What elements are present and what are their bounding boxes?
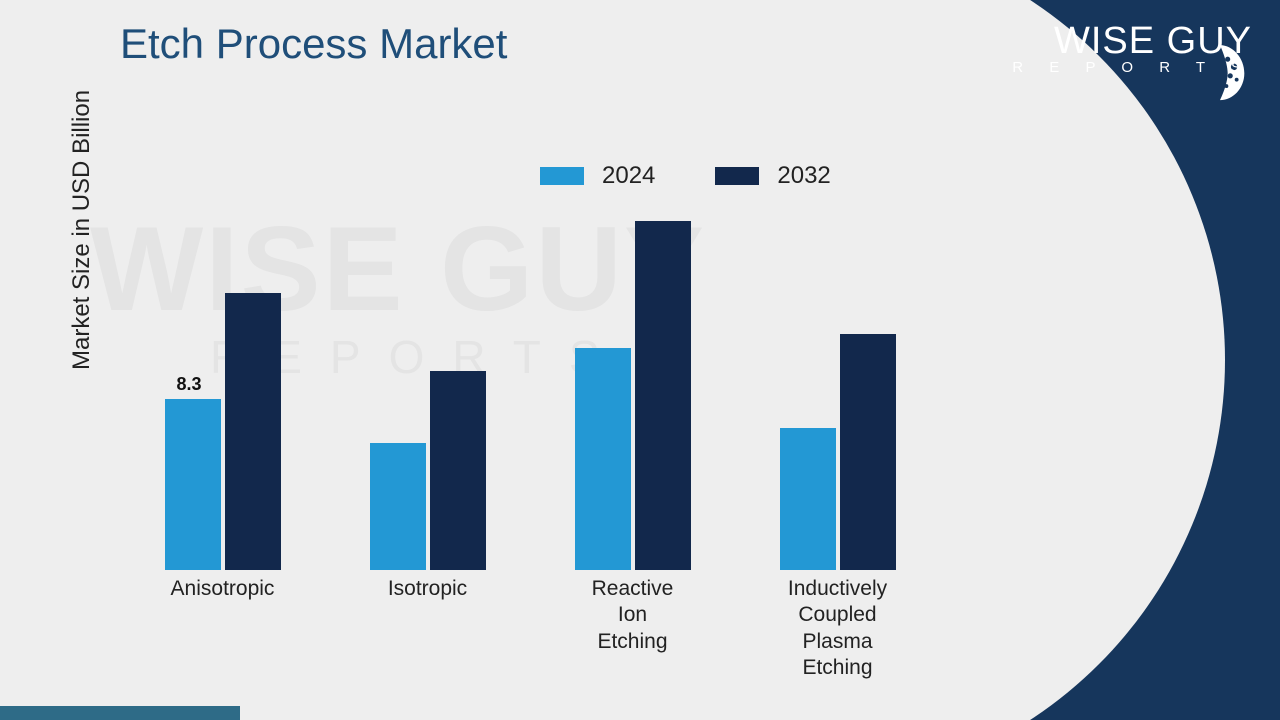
legend-swatch-2032 (715, 167, 759, 185)
footer-accent-bar (0, 706, 240, 720)
x-label-3: InductivelyCoupledPlasmaEtching (735, 576, 940, 681)
bar-2024-0 (165, 399, 221, 570)
plot-area: 8.3 (120, 200, 940, 570)
legend-label-2024: 2024 (602, 162, 655, 190)
x-label-1: Isotropic (325, 576, 530, 602)
bar-2032-2 (635, 221, 691, 570)
bar-2024-1 (370, 443, 426, 570)
legend-swatch-2024 (540, 167, 584, 185)
x-label-0: Anisotropic (120, 576, 325, 602)
side-panel (960, 0, 1280, 720)
bar-2032-3 (840, 334, 896, 570)
chart-title: Etch Process Market (120, 20, 507, 68)
brand-sub-text: R E P O R T S (1012, 59, 1252, 76)
bar-2032-0 (225, 293, 281, 571)
bar-2024-2 (575, 348, 631, 570)
brand-top-text: WISE GUY (1012, 20, 1252, 63)
bar-2024-3 (780, 428, 836, 570)
bar-2032-1 (430, 371, 486, 570)
x-label-2: ReactiveIonEtching (530, 576, 735, 655)
value-label: 8.3 (177, 374, 202, 395)
legend-item-2024: 2024 (540, 162, 655, 190)
legend: 2024 2032 (540, 162, 831, 190)
y-axis-label: Market Size in USD Billion (68, 90, 96, 370)
legend-label-2032: 2032 (777, 162, 830, 190)
legend-item-2032: 2032 (715, 162, 830, 190)
chart-canvas: WISE GUY R E P O R T S Etch Process Mark… (0, 0, 1280, 720)
brand-block: WISE GUY R E P O R T S (1012, 20, 1252, 76)
